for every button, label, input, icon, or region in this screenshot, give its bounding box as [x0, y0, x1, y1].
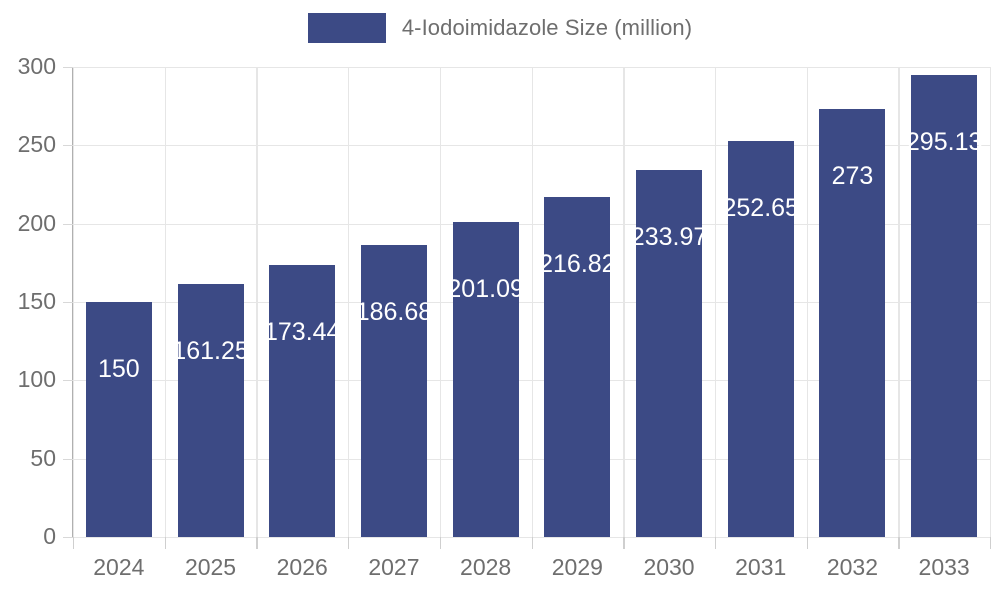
bar-value-label: 161.25: [172, 337, 249, 366]
y-axis-tick: [63, 302, 73, 303]
x-axis-tick-label: 2033: [918, 554, 970, 580]
x-axis-tick-label: 2028: [460, 554, 512, 580]
x-axis-tick: [714, 537, 717, 549]
bar[interactable]: [636, 170, 703, 537]
bar-value-label: 273: [831, 162, 874, 191]
y-axis-tick: [63, 223, 73, 225]
bar[interactable]: [819, 109, 886, 537]
gridline-vertical: [73, 67, 75, 537]
x-axis-tick: [898, 537, 900, 549]
bar[interactable]: [177, 284, 244, 537]
gridline-vertical: [164, 67, 167, 537]
x-axis-tick: [531, 537, 533, 549]
y-axis-tick-label: 50: [30, 444, 56, 471]
gridline-vertical: [714, 67, 717, 537]
bar-value-label: 295.13: [905, 127, 983, 156]
x-axis-tick: [73, 537, 75, 549]
y-axis-tick-label: 300: [17, 53, 56, 79]
gridline-vertical: [531, 67, 533, 537]
bar-value-label: 201.09: [447, 274, 524, 303]
bar-value-label: 216.82: [539, 250, 616, 279]
x-axis-tick-label: 2024: [93, 554, 145, 580]
x-axis-tick: [623, 537, 625, 549]
x-axis-tick: [256, 537, 258, 549]
x-axis-tick: [164, 537, 167, 549]
bar[interactable]: [269, 265, 336, 537]
legend-label: 4-Iodoimidazole Size (million): [401, 15, 693, 40]
bar[interactable]: [360, 244, 427, 537]
legend-color-swatch: [307, 13, 386, 43]
bar-value-label: 252.65: [722, 194, 799, 223]
y-axis-tick: [63, 458, 73, 460]
gridline-vertical: [806, 67, 808, 537]
x-axis-tick: [990, 537, 992, 549]
bar-value-label: 233.97: [630, 223, 708, 252]
bar[interactable]: [544, 197, 611, 537]
y-axis-tick-label: 0: [43, 523, 56, 549]
bar[interactable]: [85, 302, 152, 537]
gridline-vertical: [990, 67, 992, 537]
bar[interactable]: [727, 141, 794, 537]
x-axis-tick: [439, 537, 442, 549]
y-axis-tick: [63, 67, 73, 68]
bar[interactable]: [452, 221, 519, 537]
x-axis-tick-label: 2025: [184, 554, 237, 580]
bar-value-label: 186.68: [355, 297, 433, 326]
x-axis-tick-label: 2030: [643, 554, 695, 580]
x-axis-tick-label: 2027: [368, 554, 420, 580]
x-axis-tick-label: 2026: [276, 554, 328, 580]
y-axis-tick-label: 200: [17, 209, 56, 236]
y-axis-tick: [63, 380, 73, 382]
gridline-vertical: [256, 67, 258, 537]
gridline-vertical: [898, 67, 900, 537]
y-axis-tick-label: 250: [17, 131, 56, 158]
bar[interactable]: [911, 74, 978, 537]
y-axis-tick-label: 100: [17, 366, 56, 393]
x-axis-tick-label: 2032: [826, 554, 879, 580]
chart-legend: 4-Iodoimidazole Size (million): [0, 0, 1000, 56]
gridline-vertical: [439, 67, 442, 537]
bar-value-label: 173.44: [264, 318, 341, 347]
x-axis-tick: [348, 537, 350, 549]
x-axis-tick: [806, 537, 808, 549]
x-axis-tick-label: 2029: [551, 554, 603, 580]
y-axis-tick: [63, 145, 73, 147]
bar-value-label: 150: [97, 355, 140, 383]
y-axis-tick: [63, 537, 73, 538]
gridline-vertical: [623, 67, 625, 537]
y-axis-tick-label: 150: [17, 288, 56, 314]
gridline-vertical: [348, 67, 350, 537]
x-axis-tick-label: 2031: [735, 554, 787, 580]
plot-area: 150 161.25 173.44 186.68 201.09 216.82 233.97 2…: [73, 67, 992, 538]
